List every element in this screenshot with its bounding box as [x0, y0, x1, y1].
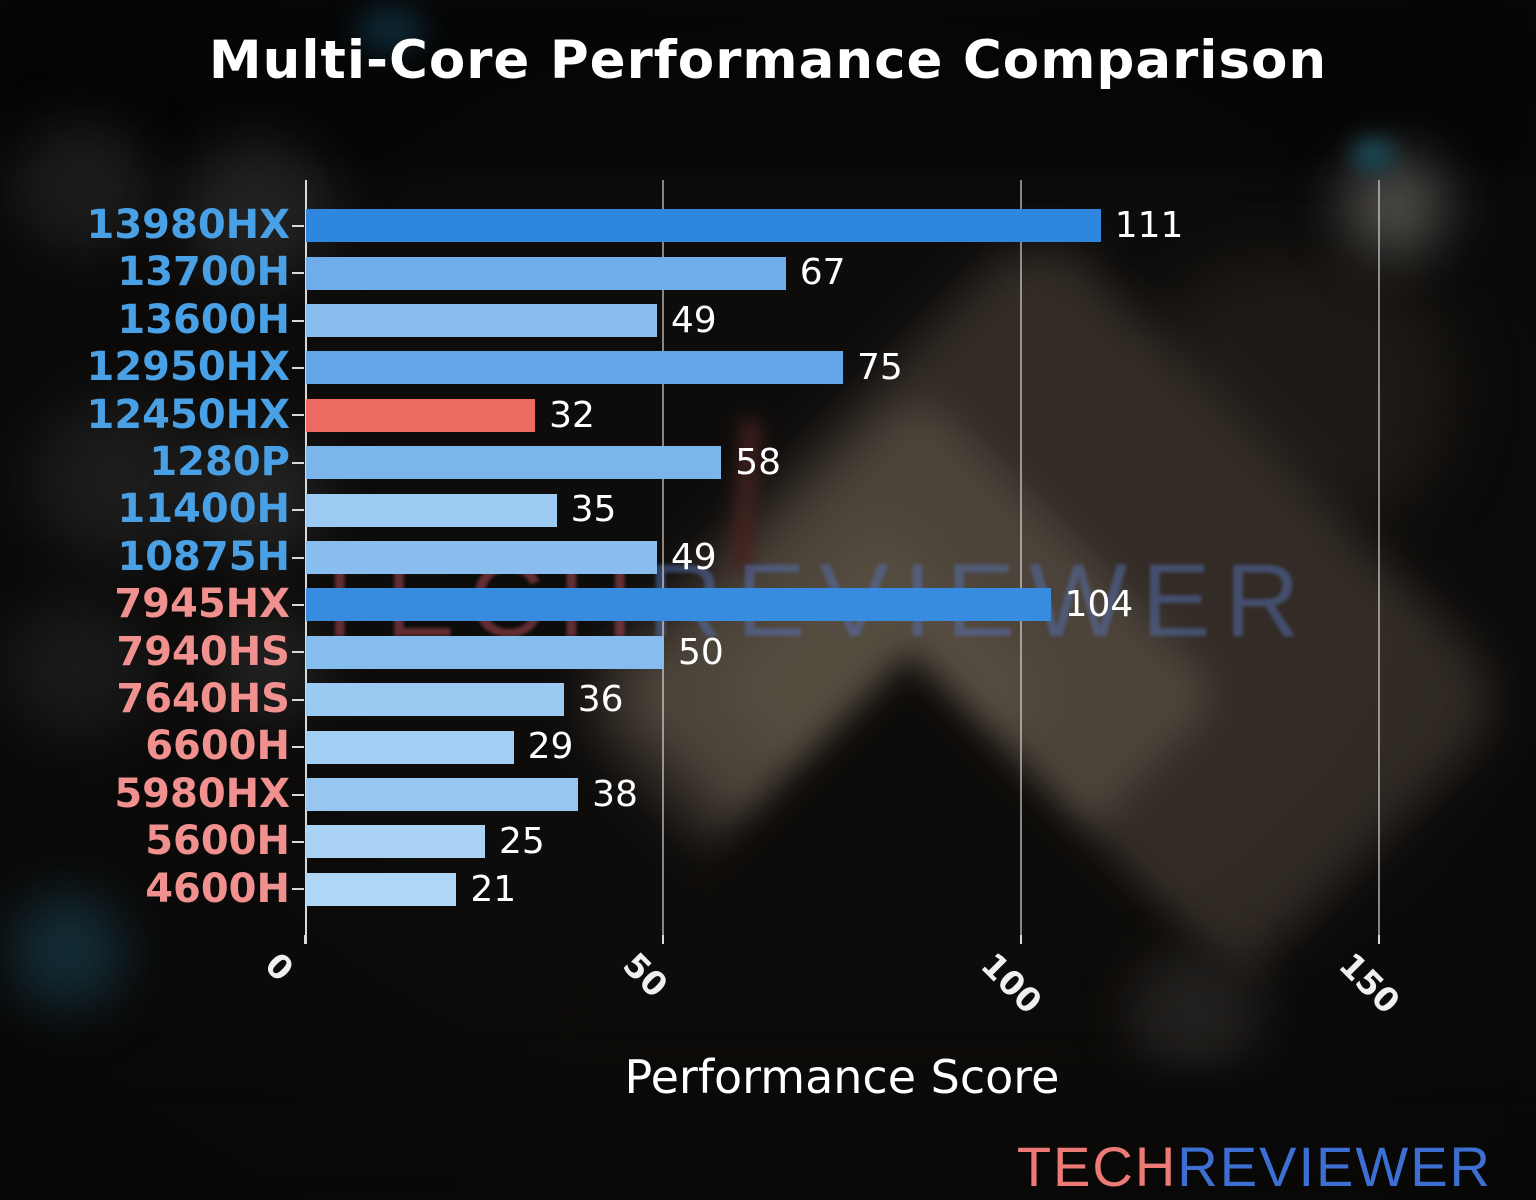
category-label: 5600H [145, 818, 290, 865]
bar [306, 209, 1101, 243]
category-label: 13980HX [86, 202, 290, 248]
y-tick-mark [292, 509, 304, 512]
y-tick-mark [292, 224, 304, 227]
category-label: 11400H [117, 486, 290, 533]
y-tick-mark [292, 746, 304, 749]
y-tick-mark [292, 366, 304, 369]
y-tick-mark [292, 272, 304, 275]
y-tick-mark [292, 698, 304, 701]
category-label: 13700H [117, 249, 290, 296]
x-tick-mark [662, 935, 664, 944]
bar [306, 446, 722, 480]
gridline [662, 180, 664, 935]
x-axis-label: Performance Score [624, 1050, 1060, 1104]
y-tick-mark [292, 888, 304, 891]
x-tick-label: 50 [615, 945, 676, 1006]
x-tick-label: 0 [257, 945, 302, 989]
logo-reviewer: REVIEWER [1177, 1135, 1492, 1198]
y-tick-mark [292, 556, 304, 559]
category-label: 4600H [145, 865, 290, 912]
value-label: 49 [670, 299, 717, 341]
value-label: 75 [857, 347, 903, 389]
x-tick-label: 150 [1331, 945, 1408, 1022]
y-tick-mark [292, 319, 304, 322]
bar [306, 493, 557, 527]
y-tick-mark [292, 793, 304, 796]
category-label: 7940HS [116, 628, 290, 675]
y-tick-mark [292, 651, 304, 654]
bar [306, 683, 564, 717]
value-label: 50 [678, 631, 724, 673]
category-label: 5980HX [114, 770, 290, 817]
y-tick-mark [292, 414, 304, 417]
value-label: 67 [799, 252, 846, 294]
bar [306, 825, 485, 859]
value-label: 32 [549, 394, 595, 436]
logo-tech: TECH [1016, 1135, 1178, 1198]
bar [306, 635, 664, 669]
y-tick-mark [292, 461, 304, 464]
value-label: 58 [735, 442, 782, 483]
chart-title: Multi-Core Performance Comparison [208, 30, 1328, 91]
value-label: 38 [592, 773, 638, 815]
value-label: 36 [577, 679, 624, 720]
x-tick-label: 100 [973, 945, 1050, 1022]
category-label: 6600H [145, 723, 290, 770]
value-label: 35 [570, 489, 617, 531]
bar [306, 730, 514, 764]
y-tick-mark [292, 603, 304, 606]
bar [306, 256, 786, 290]
category-label: 10875H [117, 533, 290, 580]
bar [306, 588, 1051, 622]
bar [306, 398, 536, 432]
x-tick-mark [304, 935, 306, 944]
gridline [1020, 180, 1022, 935]
category-label: 7640HS [116, 676, 290, 722]
bar [306, 541, 657, 574]
category-label: 13600H [117, 296, 290, 343]
category-label: 12950HX [86, 344, 290, 391]
category-label: 1280P [149, 439, 290, 485]
techreviewer-logo: TECHREVIEWER [1017, 1134, 1492, 1199]
value-label: 104 [1064, 584, 1134, 626]
x-tick-mark [1020, 935, 1022, 944]
value-label: 49 [670, 536, 717, 578]
value-label: 111 [1114, 205, 1184, 246]
x-tick-mark [1378, 935, 1380, 944]
value-label: 21 [470, 868, 517, 910]
category-label: 7945HX [114, 581, 290, 628]
bar [306, 778, 579, 811]
bar [306, 304, 657, 337]
gridline [1378, 180, 1380, 935]
bar [306, 872, 457, 906]
value-label: 25 [499, 821, 545, 863]
bar [306, 351, 843, 385]
y-tick-mark [292, 840, 304, 843]
category-label: 12450HX [86, 391, 290, 438]
value-label: 29 [527, 726, 574, 768]
